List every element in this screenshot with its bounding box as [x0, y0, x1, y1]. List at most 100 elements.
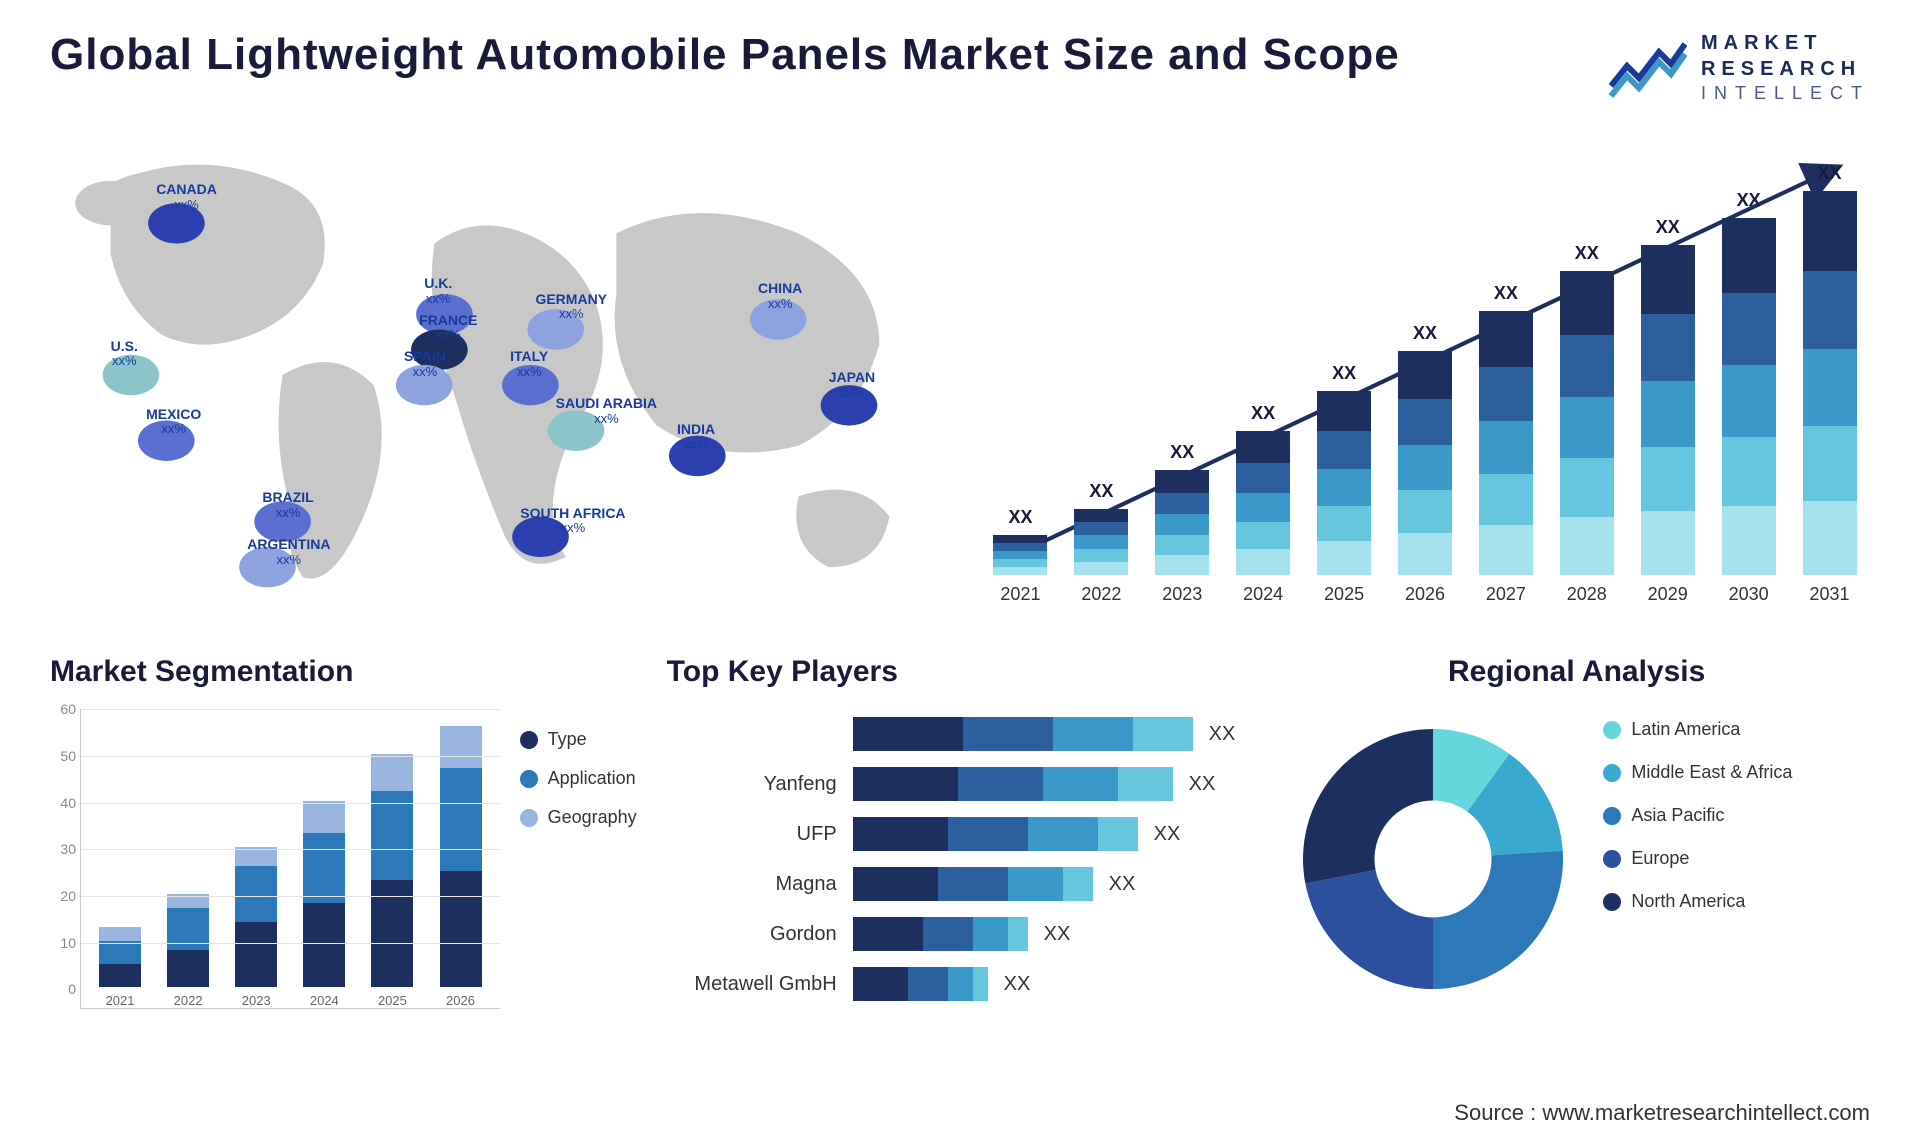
- seg-bar-year: 2025: [378, 993, 407, 1008]
- growth-bar-segment: [1722, 506, 1776, 575]
- growth-bar-segment: [1074, 535, 1128, 548]
- seg-bar-year: 2022: [174, 993, 203, 1008]
- kp-bar-value: XX: [1189, 773, 1216, 796]
- seg-bar-segment: [440, 871, 482, 988]
- growth-bar-value: XX: [1251, 403, 1275, 424]
- growth-bar: XX2031: [1803, 191, 1857, 575]
- growth-bar-segment: [1560, 397, 1614, 458]
- key-players-title: Top Key Players: [667, 655, 1254, 689]
- growth-bar-segment: [1641, 447, 1695, 511]
- seg-gridline: [81, 803, 500, 804]
- growth-bar-segment: [1560, 458, 1614, 517]
- seg-bar-segment: [235, 866, 277, 922]
- growth-bar-segment: [1074, 549, 1128, 562]
- legend-dot-icon: [1603, 807, 1621, 825]
- growth-bar-segment: [1317, 469, 1371, 506]
- kp-bar: [853, 717, 1193, 751]
- growth-bar-segment: [1398, 445, 1452, 490]
- growth-bar-segment: [1236, 549, 1290, 576]
- seg-bar-segment: [371, 754, 413, 791]
- seg-bar: 2026: [440, 726, 482, 1008]
- regional-legend-label: Middle East & Africa: [1631, 762, 1792, 783]
- kp-bar: [853, 967, 988, 1001]
- growth-bar-year: 2024: [1243, 584, 1283, 605]
- growth-bar-segment: [1155, 514, 1209, 535]
- growth-bar-segment: [1155, 535, 1209, 555]
- kp-player-label: Gordon: [667, 909, 837, 959]
- logo-line1: MARKET: [1701, 30, 1870, 56]
- seg-bar-segment: [167, 950, 209, 987]
- growth-bar-segment: [1479, 474, 1533, 525]
- growth-bar-segment: [1398, 533, 1452, 576]
- kp-bar-segment: [853, 917, 923, 951]
- growth-bar-value: XX: [1089, 481, 1113, 502]
- growth-bar: XX2021: [993, 535, 1047, 575]
- seg-ytick: 40: [60, 795, 76, 811]
- growth-bar-segment: [1317, 541, 1371, 576]
- map-country-label: SOUTH AFRICAxx%: [520, 506, 625, 536]
- growth-bar-segment: [1641, 314, 1695, 381]
- growth-bar-value: XX: [1413, 323, 1437, 344]
- regional-legend-label: North America: [1631, 891, 1745, 912]
- growth-bar: XX2023: [1155, 470, 1209, 575]
- kp-bar-segment: [1008, 917, 1028, 951]
- map-country-label: U.S.xx%: [111, 339, 138, 369]
- growth-bar-segment: [1074, 522, 1128, 535]
- seg-bar: 2023: [235, 847, 277, 1008]
- growth-bar-year: 2025: [1324, 584, 1364, 605]
- growth-bar-segment: [1803, 426, 1857, 501]
- growth-bar: XX2025: [1317, 391, 1371, 575]
- growth-bar-segment: [1236, 431, 1290, 463]
- growth-bar-year: 2022: [1081, 584, 1121, 605]
- growth-bar-segment: [1155, 555, 1209, 575]
- growth-bar-segment: [1722, 218, 1776, 293]
- map-country-label: BRAZILxx%: [262, 490, 313, 520]
- seg-gridline: [81, 896, 500, 897]
- kp-bar-segment: [1008, 867, 1063, 901]
- kp-bar-segment: [938, 867, 1008, 901]
- growth-bar: XX2024: [1236, 431, 1290, 575]
- source-label: Source : www.marketresearchintellect.com: [1454, 1100, 1870, 1126]
- growth-bar: XX2028: [1560, 271, 1614, 575]
- kp-bar-row: XX: [853, 759, 1254, 809]
- page-title: Global Lightweight Automobile Panels Mar…: [50, 30, 1400, 80]
- legend-dot-icon: [1603, 764, 1621, 782]
- map-country-label: ARGENTINAxx%: [247, 537, 330, 567]
- growth-bar-value: XX: [1656, 217, 1680, 238]
- key-players-panel: Top Key Players YanfengUFPMagnaGordonMet…: [667, 655, 1254, 1055]
- kp-bar-row: XX: [853, 959, 1254, 1009]
- growth-bar-segment: [993, 551, 1047, 559]
- growth-bar-year: 2028: [1567, 584, 1607, 605]
- seg-bar-segment: [167, 908, 209, 950]
- legend-dot-icon: [520, 731, 538, 749]
- regional-legend-item: Asia Pacific: [1603, 805, 1792, 826]
- kp-bar-segment: [908, 967, 948, 1001]
- growth-bar-segment: [1560, 517, 1614, 576]
- kp-bar-segment: [948, 967, 973, 1001]
- growth-bar-segment: [1803, 349, 1857, 426]
- kp-bar-row: XX: [853, 809, 1254, 859]
- kp-bar-value: XX: [1109, 873, 1136, 896]
- kp-bar-segment: [1063, 867, 1093, 901]
- legend-dot-icon: [1603, 721, 1621, 739]
- seg-bar-segment: [99, 941, 141, 964]
- seg-gridline: [81, 943, 500, 944]
- growth-bar-segment: [1479, 421, 1533, 474]
- growth-bar-segment: [1155, 470, 1209, 493]
- brand-logo: MARKET RESEARCH INTELLECT: [1607, 30, 1870, 105]
- kp-bar-value: XX: [1154, 823, 1181, 846]
- logo-mark-icon: [1607, 36, 1687, 100]
- donut-slice: [1303, 729, 1433, 883]
- growth-bar-segment: [1236, 463, 1290, 492]
- map-country-label: GERMANYxx%: [535, 292, 607, 322]
- logo-line2: RESEARCH: [1701, 56, 1870, 82]
- kp-bar-segment: [958, 767, 1043, 801]
- map-country-label: CHINAxx%: [758, 281, 802, 311]
- kp-bar-row: XX: [853, 859, 1254, 909]
- kp-bar-value: XX: [1209, 723, 1236, 746]
- growth-bar: XX2027: [1479, 311, 1533, 575]
- seg-gridline: [81, 756, 500, 757]
- regional-panel: Regional Analysis Latin AmericaMiddle Ea…: [1283, 655, 1870, 1055]
- growth-bar-segment: [1317, 506, 1371, 541]
- seg-bar: 2024: [303, 801, 345, 1009]
